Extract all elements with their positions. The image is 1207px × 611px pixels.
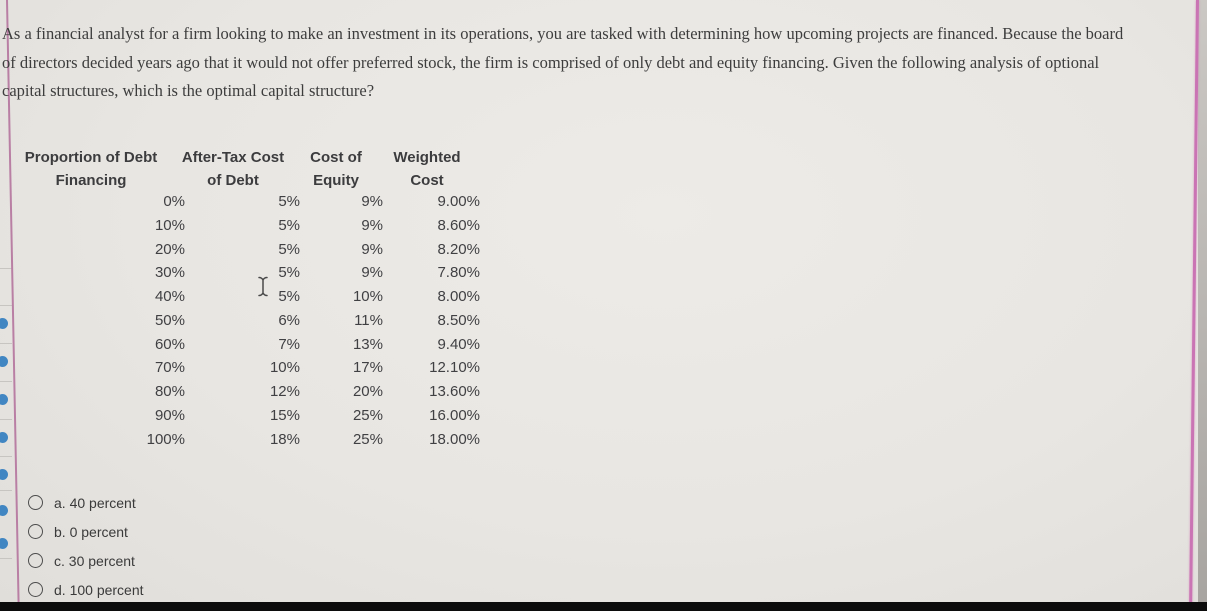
table-cell: 9% <box>361 216 383 234</box>
table-cell: 8.50% <box>437 311 480 329</box>
table-cell: 80% <box>154 383 185 400</box>
answer-option[interactable]: b. 0 percent <box>28 517 144 546</box>
header-line-2: Cost <box>410 172 444 189</box>
table-cell: 9.40% <box>437 335 480 353</box>
table-cell: 13% <box>352 335 383 353</box>
table-cell: 100% <box>146 430 185 448</box>
header-line-2: Financing <box>55 172 127 189</box>
table-cell: 10% <box>352 288 383 305</box>
strip-divider-line <box>0 381 12 382</box>
question-text: As a financial analyst for a firm lookin… <box>2 20 1198 106</box>
table-header-cell: Weighted Cost <box>377 146 477 192</box>
table-cell: 12.10% <box>429 359 480 377</box>
strip-divider-line <box>0 343 12 344</box>
question-line: of directors decided years ago that it w… <box>2 52 1100 72</box>
strip-divider-line <box>0 490 12 491</box>
right-edge-strip <box>1198 0 1207 611</box>
table-cell: 50% <box>154 311 185 329</box>
table-cell: 9% <box>361 240 383 258</box>
table-header-cell: After-Tax Cost of Debt <box>163 146 303 192</box>
table-cell: 5% <box>278 193 300 210</box>
option-radio-button[interactable] <box>28 553 43 568</box>
table-header-cell: Proportion of Debt Financing <box>14 146 168 192</box>
strip-divider-line <box>0 558 12 559</box>
table-body: 0% 5% 9% 9.00% 10% 5% 9% 8.60% 20% 5% 9% 8.20% 30% 5%… <box>14 190 480 451</box>
table-cell: 8.20% <box>437 240 480 258</box>
bullet-dot-icon <box>0 356 8 367</box>
table-cell: 5% <box>278 216 300 234</box>
question-line: As a financial analyst for a firm lookin… <box>2 24 1124 43</box>
table-cell: 16.00% <box>429 406 480 424</box>
bullet-dot-icon <box>0 505 8 516</box>
answer-options: a. 40 percent b. 0 percent c. 30 percent d.… <box>28 488 144 604</box>
table-cell: 0% <box>163 193 185 210</box>
option-label[interactable]: d. 100 percent <box>54 581 144 598</box>
left-edge-strip <box>0 0 17 611</box>
strip-divider-line <box>0 268 12 269</box>
header-line-1: Proportion of Debt <box>24 149 158 166</box>
table-cell: 20% <box>154 240 185 258</box>
table-cell: 25% <box>352 406 383 424</box>
header-line-2: Equity <box>313 172 359 189</box>
option-radio-button[interactable] <box>28 495 43 510</box>
bullet-dot-icon <box>0 394 8 405</box>
strip-divider-line <box>0 305 12 306</box>
bullet-dot-icon <box>0 432 8 443</box>
header-line-1: Cost of <box>310 149 362 166</box>
table-header-cell: Cost of Equity <box>296 146 376 192</box>
bullet-dot-icon <box>0 318 8 329</box>
strip-divider-line <box>0 456 12 457</box>
table-cell: 7.80% <box>437 264 480 282</box>
table-cell: 17% <box>352 359 383 377</box>
table-cell: 90% <box>154 406 185 424</box>
table-cell: 15% <box>269 406 300 424</box>
option-label[interactable]: c. 30 percent <box>54 552 135 569</box>
header-line-1: After-Tax Cost <box>181 149 285 166</box>
bullet-dot-icon <box>0 469 8 480</box>
table-cell: 11% <box>354 311 383 329</box>
header-line-2: of Debt <box>207 172 259 189</box>
i-beam-cursor-icon <box>258 276 268 297</box>
table-cell: 30% <box>154 264 185 282</box>
table-cell: 8.60% <box>437 216 480 234</box>
option-radio-button[interactable] <box>28 582 43 597</box>
table-cell: 13.60% <box>429 383 480 400</box>
table-cell: 9% <box>361 193 383 210</box>
answer-option[interactable]: d. 100 percent <box>28 575 144 604</box>
answer-option[interactable]: c. 30 percent <box>28 546 144 575</box>
table-cell: 8.00% <box>437 288 480 305</box>
table-cell: 18.00% <box>429 430 480 448</box>
table-cell: 7% <box>278 335 300 353</box>
table-cell: 5% <box>278 288 300 305</box>
capital-structure-table: Proportion of Debt Financing After-Tax Cos… <box>14 144 484 454</box>
table-cell: 10% <box>269 359 300 377</box>
table-cell: 70% <box>154 359 185 377</box>
option-label[interactable]: a. 40 percent <box>54 494 136 511</box>
table-cell: 6% <box>278 311 300 329</box>
table-cell: 5% <box>278 240 300 258</box>
option-label[interactable]: b. 0 percent <box>54 523 128 540</box>
table-cell: 60% <box>154 335 185 353</box>
table-cell: 40% <box>154 288 185 305</box>
option-radio-button[interactable] <box>28 524 43 539</box>
header-line-1: Weighted <box>393 149 461 166</box>
table-cell: 5% <box>278 264 300 282</box>
table-cell: 10% <box>154 216 185 234</box>
table-cell: 12% <box>269 383 300 400</box>
answer-option[interactable]: a. 40 percent <box>28 488 144 517</box>
bottom-screen-edge <box>0 602 1207 611</box>
strip-divider-line <box>0 419 12 420</box>
table-cell: 25% <box>352 430 383 448</box>
bullet-dot-icon <box>0 538 8 549</box>
table-cell: 20% <box>352 383 383 400</box>
table-cell: 9% <box>361 264 383 282</box>
table-cell: 18% <box>269 430 300 448</box>
question-line: capital structures, which is the optimal… <box>2 81 375 100</box>
table-cell: 9.00% <box>437 193 480 210</box>
table-header-row: Proportion of Debt Financing After-Tax Cos… <box>14 146 484 192</box>
